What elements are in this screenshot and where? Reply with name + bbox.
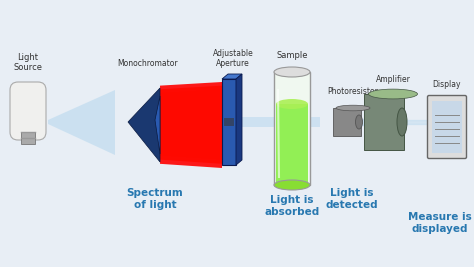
Text: Photoresistor: Photoresistor xyxy=(328,87,378,96)
FancyBboxPatch shape xyxy=(276,104,308,183)
Polygon shape xyxy=(155,96,160,154)
Text: Spectrum
of light: Spectrum of light xyxy=(127,188,183,210)
Polygon shape xyxy=(242,117,320,127)
Text: Adjustable
Aperture: Adjustable Aperture xyxy=(213,49,254,68)
Text: Amplifier: Amplifier xyxy=(375,75,410,84)
Polygon shape xyxy=(236,74,242,165)
Ellipse shape xyxy=(276,99,308,109)
Ellipse shape xyxy=(274,67,310,77)
FancyBboxPatch shape xyxy=(428,96,466,159)
Polygon shape xyxy=(222,74,242,79)
Polygon shape xyxy=(160,115,222,130)
Polygon shape xyxy=(128,88,160,162)
Polygon shape xyxy=(160,97,222,151)
Text: Monochromator: Monochromator xyxy=(118,59,178,68)
FancyBboxPatch shape xyxy=(432,101,462,153)
Polygon shape xyxy=(160,82,222,168)
Ellipse shape xyxy=(397,108,407,136)
Text: Light is
absorbed: Light is absorbed xyxy=(264,195,319,217)
FancyBboxPatch shape xyxy=(333,108,361,136)
Ellipse shape xyxy=(336,105,370,111)
Ellipse shape xyxy=(274,180,310,190)
FancyBboxPatch shape xyxy=(274,72,310,185)
Polygon shape xyxy=(160,107,222,139)
FancyBboxPatch shape xyxy=(21,132,35,144)
Ellipse shape xyxy=(368,89,418,99)
FancyBboxPatch shape xyxy=(10,82,46,140)
Ellipse shape xyxy=(356,115,363,129)
Polygon shape xyxy=(48,90,115,155)
Polygon shape xyxy=(160,86,222,164)
Text: Light
Source: Light Source xyxy=(13,53,43,72)
Text: Sample: Sample xyxy=(276,51,308,60)
Polygon shape xyxy=(160,118,222,126)
FancyBboxPatch shape xyxy=(222,79,236,165)
Polygon shape xyxy=(160,100,222,147)
Text: Measure is
displayed: Measure is displayed xyxy=(408,212,472,234)
Polygon shape xyxy=(160,111,222,135)
FancyBboxPatch shape xyxy=(224,118,234,126)
Polygon shape xyxy=(160,104,222,143)
Polygon shape xyxy=(160,89,222,160)
Text: Light is
detected: Light is detected xyxy=(326,188,378,210)
Polygon shape xyxy=(160,93,222,155)
Text: Display: Display xyxy=(433,80,461,89)
FancyBboxPatch shape xyxy=(364,94,404,150)
